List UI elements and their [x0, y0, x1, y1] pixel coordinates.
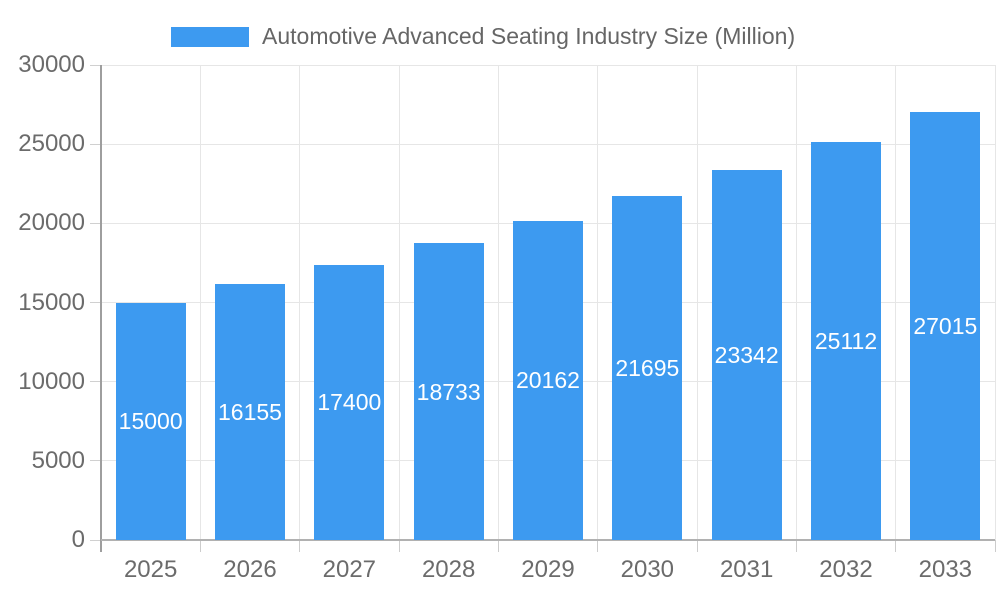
- x-axis-label: 2030: [620, 556, 675, 583]
- x-axis-tick: [199, 540, 201, 552]
- x-axis-tick: [696, 540, 698, 552]
- bar[interactable]: [413, 243, 484, 540]
- x-axis-tick: [895, 540, 897, 552]
- bar-value-label: 25112: [814, 328, 878, 355]
- x-axis-tick: [994, 540, 996, 552]
- bar[interactable]: [115, 302, 186, 540]
- x-axis-tick: [497, 540, 499, 552]
- y-axis-label: 5000: [31, 446, 85, 474]
- x-axis-tick: [398, 540, 400, 552]
- x-axis-tick: [795, 540, 797, 552]
- x-axis-label: 2025: [123, 556, 178, 583]
- bar-value-label: 23342: [714, 342, 779, 369]
- x-gridline: [895, 65, 897, 540]
- bar[interactable]: [910, 112, 981, 540]
- y-axis-label: 25000: [18, 130, 85, 158]
- bar[interactable]: [711, 170, 782, 540]
- x-axis-line: [101, 539, 995, 541]
- bar[interactable]: [513, 220, 583, 540]
- x-axis-label: 2026: [223, 556, 277, 583]
- legend-swatch-icon: [171, 26, 249, 47]
- x-axis-label: 2029: [521, 556, 575, 583]
- bar-value-label: 16155: [218, 399, 282, 426]
- x-gridline: [994, 65, 996, 540]
- x-gridline: [199, 65, 201, 540]
- bar-value-label: 20162: [516, 367, 580, 394]
- x-axis-label: 2033: [918, 556, 973, 583]
- x-axis-label: 2032: [819, 556, 873, 583]
- x-gridline: [497, 65, 499, 540]
- x-axis-tick: [299, 540, 301, 552]
- y-axis-tick: [90, 222, 101, 224]
- x-axis-label: 2031: [719, 556, 774, 583]
- y-gridline: [101, 64, 995, 66]
- y-axis-tick: [90, 302, 101, 303]
- x-axis-label: 2028: [421, 556, 476, 583]
- x-axis-tick: [597, 540, 599, 552]
- y-gridline: [101, 143, 995, 145]
- y-axis-tick: [90, 460, 101, 462]
- y-axis-label: 15000: [18, 288, 85, 316]
- bar-value-label: 15000: [118, 408, 183, 435]
- bar-value-label: 21695: [615, 355, 680, 382]
- legend-label: Automotive Advanced Seating Industry Siz…: [262, 23, 796, 49]
- y-axis-tick: [90, 143, 101, 145]
- x-gridline: [795, 65, 797, 540]
- bar[interactable]: [612, 196, 683, 540]
- y-axis-label: 30000: [18, 51, 85, 78]
- y-axis-label: 10000: [18, 367, 85, 395]
- bar[interactable]: [811, 142, 881, 540]
- y-axis-line: [100, 65, 102, 552]
- bar-value-label: 17400: [317, 389, 382, 416]
- x-gridline: [597, 65, 599, 540]
- x-gridline: [696, 65, 698, 540]
- y-axis-label: 0: [71, 526, 85, 553]
- y-axis-tick: [90, 381, 101, 383]
- legend-item[interactable]: Automotive Advanced Seating Industry Siz…: [171, 23, 795, 50]
- bar-value-label: 27015: [913, 313, 978, 340]
- bar-value-label: 18733: [416, 378, 481, 405]
- y-axis-tick: [90, 64, 101, 66]
- bar[interactable]: [215, 284, 285, 540]
- y-axis-tick: [90, 539, 101, 541]
- x-gridline: [299, 65, 301, 540]
- x-axis-label: 2027: [322, 556, 377, 583]
- bar[interactable]: [314, 264, 385, 540]
- y-axis-label: 20000: [18, 209, 85, 237]
- x-gridline: [398, 65, 400, 540]
